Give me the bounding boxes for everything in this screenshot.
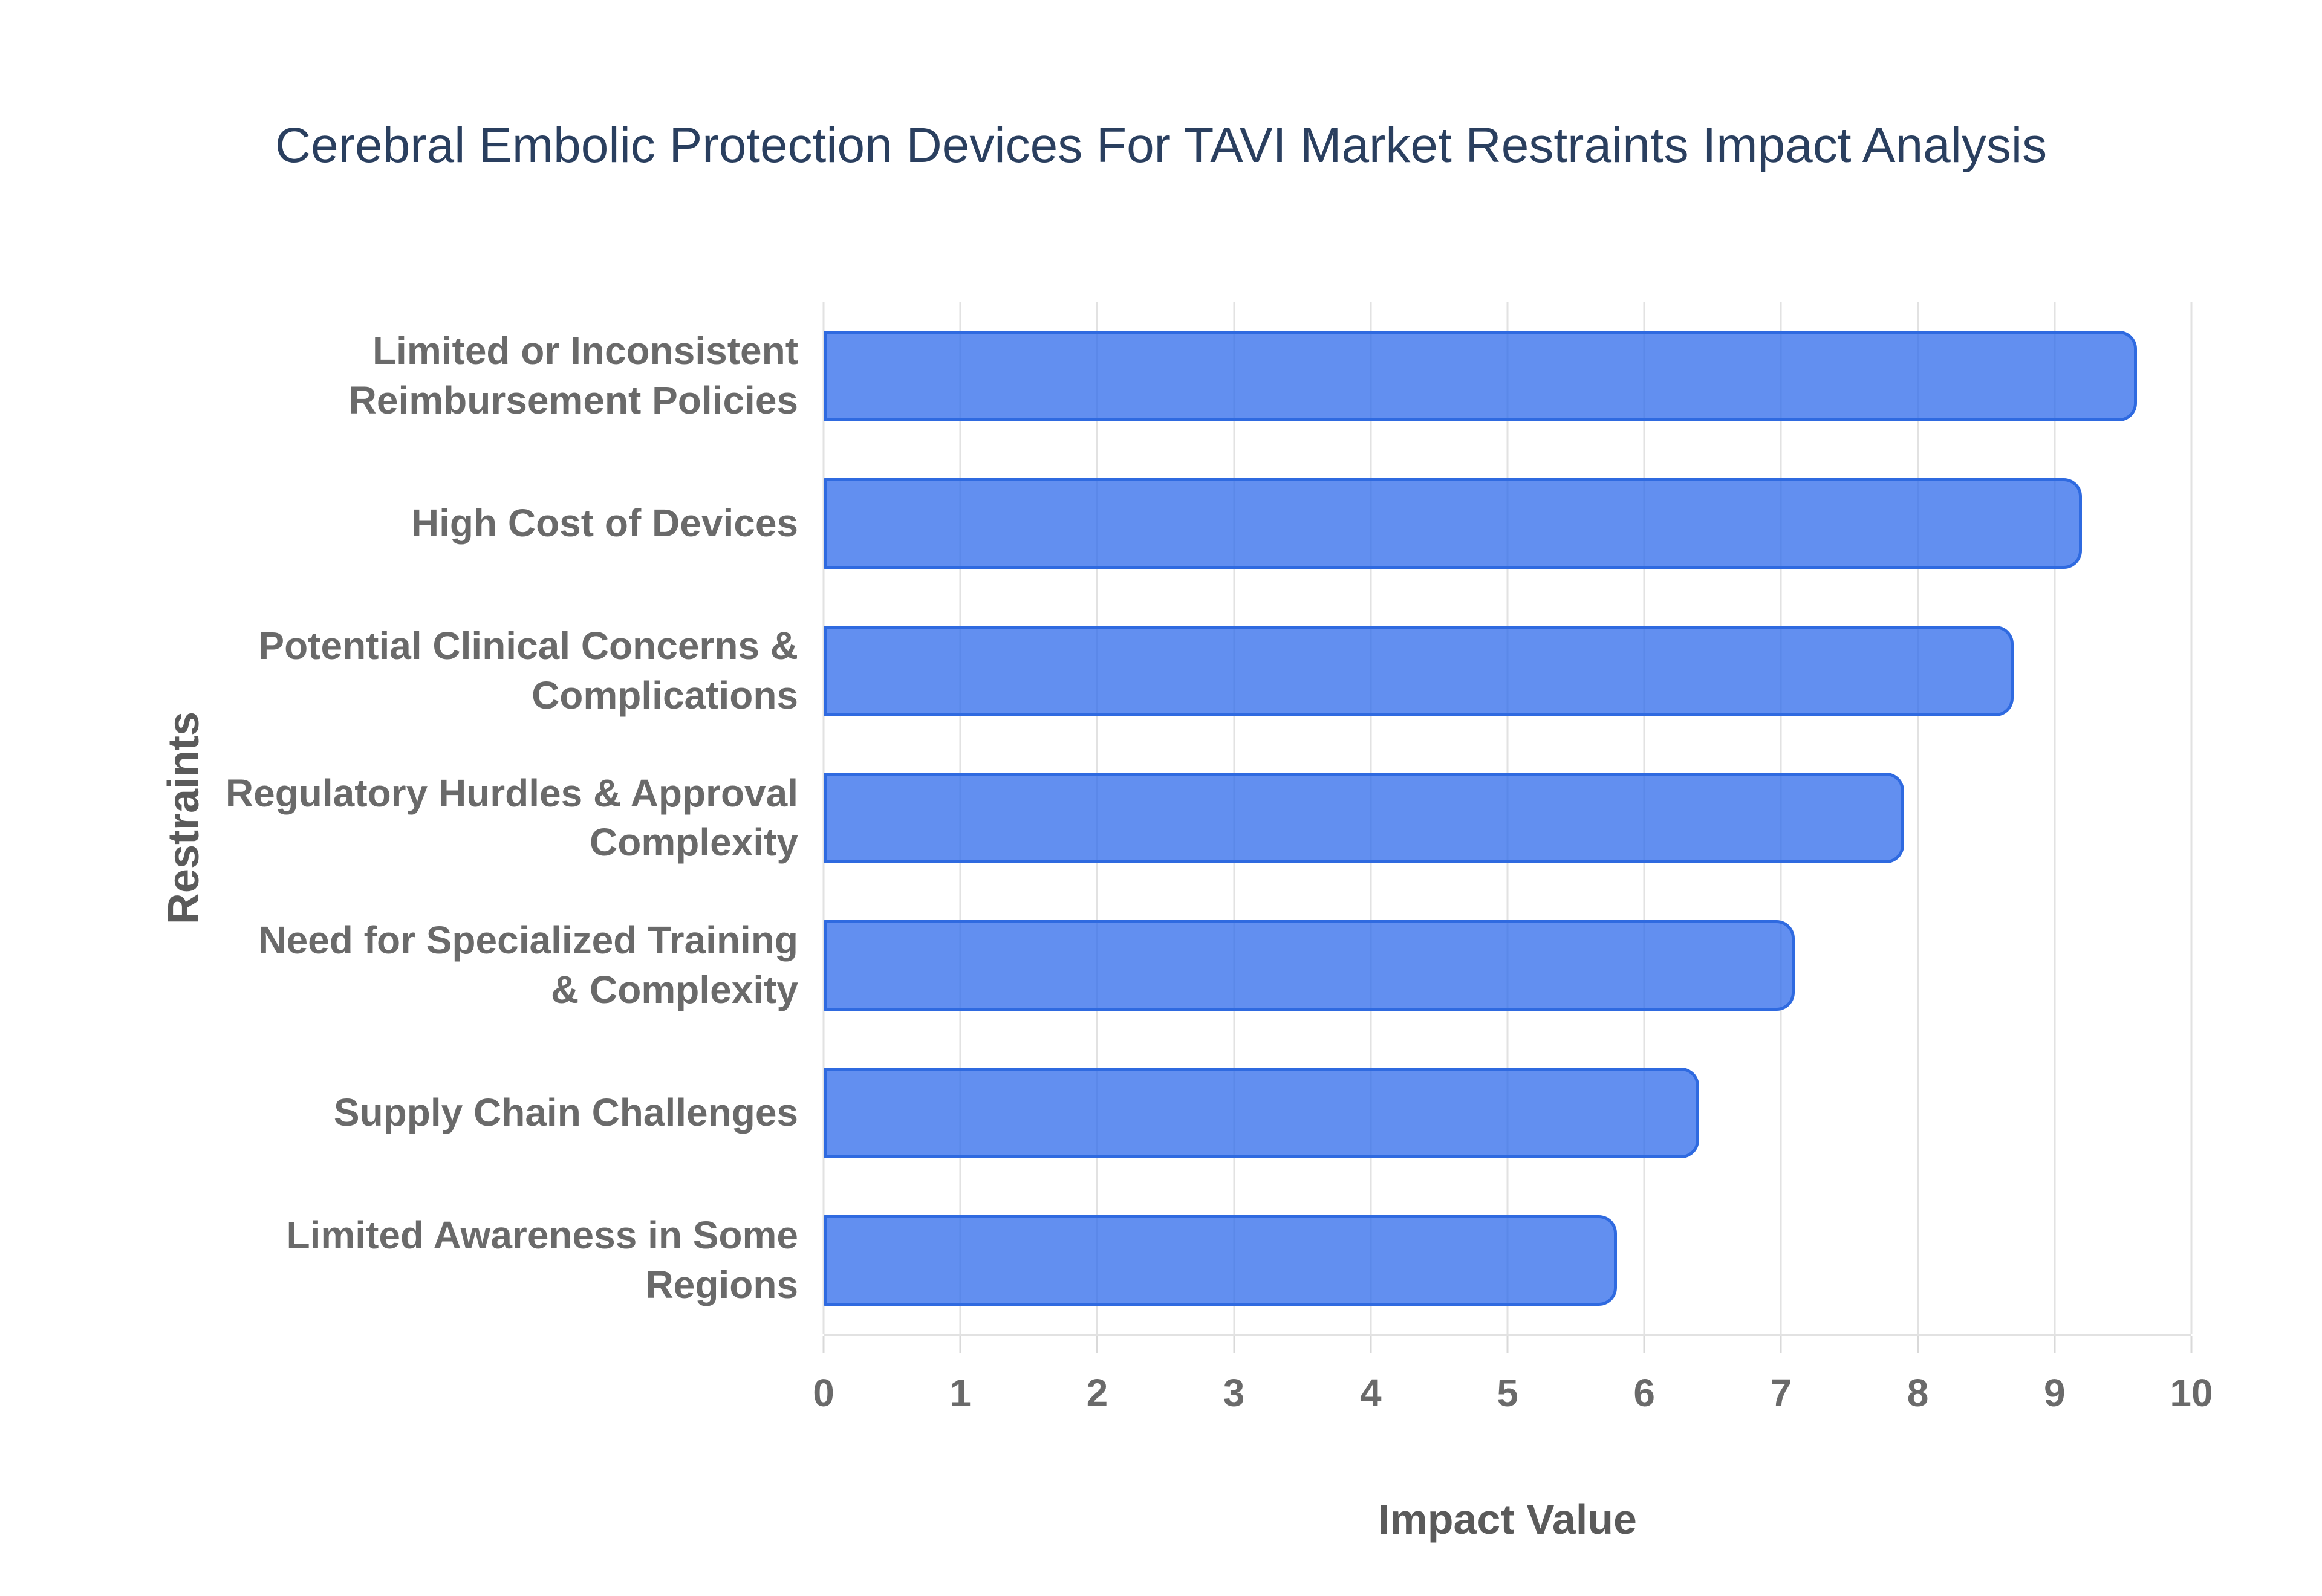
tick-label-0: 0 [813, 1371, 834, 1415]
bar-4 [824, 773, 1904, 864]
category-label: Regulatory Hurdles & Approval Complexity [225, 771, 798, 864]
bar-row [824, 745, 2191, 892]
category-label: Limited or Inconsistent Reimbursement Po… [348, 329, 798, 422]
tick-label-1: 1 [949, 1371, 971, 1415]
x-axis-tick-marks [822, 1336, 2193, 1354]
x-axis-title: Impact Value [1378, 1496, 1637, 1543]
tick-label-5: 5 [1497, 1371, 1518, 1415]
tick-mark-2 [1096, 1336, 1098, 1353]
category-label-row: Limited or Inconsistent Reimbursement Po… [181, 302, 798, 450]
tick-label-6: 6 [1633, 1371, 1655, 1415]
tick-mark-5 [1506, 1336, 1509, 1353]
bar-1 [824, 330, 2137, 421]
category-label: High Cost of Devices [411, 501, 798, 545]
tick-label-4: 4 [1360, 1371, 1382, 1415]
bar-row [824, 1039, 2191, 1187]
gridline-x-10 [2190, 302, 2193, 1334]
category-label-row: Supply Chain Challenges [181, 1039, 798, 1187]
tick-label-7: 7 [1770, 1371, 1792, 1415]
tick-mark-3 [1233, 1336, 1235, 1353]
tick-label-3: 3 [1223, 1371, 1245, 1415]
category-label: Limited Awareness in Some Regions [286, 1213, 799, 1307]
tick-label-8: 8 [1907, 1371, 1929, 1415]
chart-title: Cerebral Embolic Protection Devices For … [275, 118, 2047, 173]
bar-3 [824, 625, 2014, 716]
bar-row [824, 450, 2191, 597]
category-label-row: Regulatory Hurdles & Approval Complexity [181, 745, 798, 892]
x-axis-tick-labels: 0 1 2 3 4 5 6 7 8 9 10 [813, 1371, 2213, 1422]
tick-mark-8 [1917, 1336, 1919, 1353]
bar-row [824, 892, 2191, 1039]
gridline-x-9 [2054, 302, 2056, 1334]
category-label-row: High Cost of Devices [181, 450, 798, 597]
tick-label-9: 9 [2044, 1371, 2066, 1415]
category-label-row: Potential Clinical Concerns & Complicati… [181, 597, 798, 745]
bar-row [824, 1187, 2191, 1334]
category-label-row: Need for Specialized Training & Complexi… [181, 892, 798, 1039]
y-axis-title: Restraints [160, 711, 208, 925]
bar-row [824, 302, 2191, 450]
x-axis-line [824, 1334, 2191, 1336]
bar-5 [824, 920, 1795, 1011]
tick-label-10: 10 [2170, 1371, 2213, 1415]
bar-6 [824, 1068, 1699, 1159]
bar-7 [824, 1215, 1617, 1306]
gridline-x-8 [1917, 302, 1919, 1334]
bar-2 [824, 478, 2083, 569]
tick-mark-4 [1370, 1336, 1372, 1353]
tick-mark-6 [1643, 1336, 1645, 1353]
plot-area [822, 302, 2193, 1334]
category-label-row: Limited Awareness in Some Regions [181, 1187, 799, 1334]
category-label: Supply Chain Challenges [333, 1091, 798, 1135]
tick-mark-0 [822, 1336, 825, 1353]
tick-mark-10 [2190, 1336, 2193, 1353]
category-label: Potential Clinical Concerns & Complicati… [258, 623, 798, 717]
tick-mark-9 [2054, 1336, 2056, 1353]
y-axis-category-labels: Limited or Inconsistent Reimbursement Po… [181, 302, 798, 1334]
tick-mark-7 [1780, 1336, 1782, 1353]
category-label: Need for Specialized Training & Complexi… [258, 918, 798, 1012]
bar-row [824, 597, 2191, 745]
tick-label-2: 2 [1086, 1371, 1108, 1415]
tick-mark-1 [959, 1336, 961, 1353]
